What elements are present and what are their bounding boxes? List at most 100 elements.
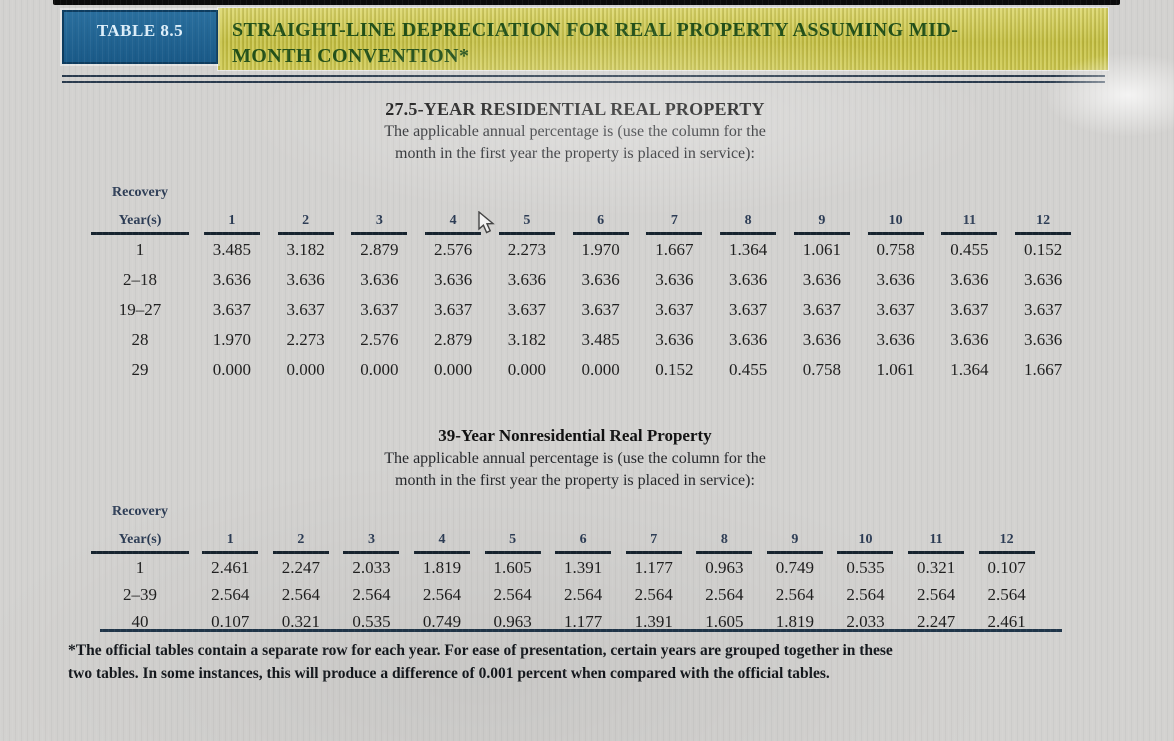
month-column-header: 5 [477, 520, 548, 554]
percentage-cell: 3.636 [286, 270, 325, 289]
percentage-cell: 3.485 [581, 330, 620, 349]
table-row: 2–18 3.636 3.636 3.636 3.636 3.636 3.636 3.636 3… [85, 265, 1080, 295]
percentage-cell: 0.758 [876, 240, 915, 259]
month-column-header: 3 [343, 201, 417, 235]
percentage-cell: 0.535 [846, 557, 885, 577]
month-column-header: 8 [711, 201, 785, 235]
month-column-header: 7 [618, 520, 689, 554]
footnote: *The official tables contain a separate … [68, 639, 1073, 685]
month-column-header-text: 4 [425, 213, 482, 235]
percentage-cell: 3.636 [876, 270, 915, 289]
table-row: 1 3.485 3.182 2.879 2.576 2.273 1.970 1.667 1.36… [85, 235, 1080, 265]
year-range-label: 29 [131, 360, 149, 379]
percentage-cell: 3.636 [950, 330, 989, 349]
percentage-cell: 1.391 [564, 557, 603, 577]
percentage-cell: 3.636 [1024, 330, 1063, 349]
percentage-cell: 3.636 [507, 270, 546, 289]
percentage-cell: 0.000 [434, 360, 473, 379]
percentage-cell: 3.636 [360, 270, 399, 289]
nonresidential-table-wrap: Recovery Year(s) 1 2 3 4 5 6 7 8 9 10 11 12 1 2.461 2.24… [85, 500, 1042, 635]
percentage-cell: 3.637 [212, 300, 251, 319]
table-number-label: TABLE 8.5 [62, 10, 218, 64]
residential-table-title: 27.5-YEAR RESIDENTIAL REAL PROPERTY [385, 99, 765, 119]
percentage-cell: 0.963 [705, 557, 744, 577]
percentage-cell: 3.485 [212, 240, 251, 259]
month-column-header-text: 7 [646, 213, 703, 235]
month-column-header: 2 [266, 520, 337, 554]
table-row: 19–27 3.637 3.637 3.637 3.637 3.637 3.637 3.637… [85, 295, 1080, 325]
table-row: 2–39 2.564 2.564 2.564 2.564 2.564 2.564 2.564 2… [85, 581, 1042, 608]
month-column-header-text: 7 [625, 532, 682, 554]
photo-top-edge [53, 0, 1120, 5]
month-column-header: 6 [548, 520, 619, 554]
percentage-cell: 2.461 [211, 557, 250, 577]
percentage-cell: 1.970 [212, 330, 251, 349]
percentage-cell: 1.667 [1024, 360, 1063, 379]
percentage-cell: 3.637 [1024, 300, 1063, 319]
percentage-cell: 0.107 [987, 557, 1026, 577]
percentage-cell: 3.637 [286, 300, 325, 319]
percentage-cell: 2.564 [564, 584, 603, 604]
nonresidential-subtitle-line2: month in the first year the property is … [395, 472, 755, 489]
header-spacer [548, 500, 619, 520]
percentage-cell: 3.637 [876, 300, 915, 319]
header-spacer [689, 500, 760, 520]
residential-table-wrap: Recovery Year(s) 1 2 3 4 5 6 7 8 9 10 11 12 1 3.485 3.18… [85, 181, 1080, 385]
percentage-cell: 1.364 [729, 240, 768, 259]
header-spacer [564, 181, 638, 201]
percentage-cell: 0.152 [655, 360, 694, 379]
year-range-label: 28 [131, 330, 149, 349]
percentage-cell: 0.152 [1024, 240, 1063, 259]
percentage-cell: 0.000 [212, 360, 251, 379]
month-column-header-text: 10 [837, 532, 894, 554]
nonresidential-table-section: 39-Year Nonresidential Real Property The… [60, 424, 1090, 635]
header-spacer [336, 500, 407, 520]
month-column-header: 3 [336, 520, 407, 554]
header-spacer [266, 500, 337, 520]
month-column-header: 9 [760, 520, 831, 554]
percentage-cell: 3.637 [802, 300, 841, 319]
month-column-header: 7 [638, 201, 712, 235]
percentage-cell: 3.636 [655, 270, 694, 289]
percentage-cell: 0.000 [581, 360, 620, 379]
percentage-cell: 2.564 [422, 584, 462, 604]
percentage-cell: 1.177 [634, 557, 673, 577]
percentage-cell: 2.564 [846, 584, 885, 604]
percentage-cell: 1.819 [422, 557, 462, 577]
percentage-cell: 2.564 [916, 584, 956, 604]
year-range-label: 2–39 [123, 584, 157, 604]
percentage-cell: 3.636 [434, 270, 473, 289]
header-spacer [477, 500, 548, 520]
percentage-cell: 3.636 [729, 270, 768, 289]
header-spacer [1006, 181, 1080, 201]
percentage-cell: 2.564 [493, 584, 532, 604]
month-column-header-text: 11 [941, 213, 998, 235]
month-column-header-text: 8 [696, 532, 753, 554]
banner-title-line2: MONTH CONVENTION* [232, 45, 470, 67]
month-column-header: 5 [490, 201, 564, 235]
banner-title-line1: STRAIGHT-LINE DEPRECIATION FOR REAL PROP… [232, 19, 959, 41]
header-spacer [859, 181, 933, 201]
header-spacer [618, 500, 689, 520]
header-spacer [971, 500, 1042, 520]
percentage-cell: 2.576 [360, 330, 399, 349]
header-spacer [407, 500, 478, 520]
year-range-label: 1 [135, 557, 145, 577]
header-spacer [933, 181, 1007, 201]
header-spacer [760, 500, 831, 520]
percentage-cell: 3.637 [434, 300, 473, 319]
month-column-header: 4 [407, 520, 478, 554]
percentage-cell: 1.364 [950, 360, 989, 379]
month-column-header: 9 [785, 201, 859, 235]
percentage-cell: 0.455 [729, 360, 768, 379]
percentage-cell: 2.564 [211, 584, 250, 604]
header-spacer [195, 181, 269, 201]
percentage-cell: 1.061 [876, 360, 915, 379]
nonresidential-depreciation-table: Recovery Year(s) 1 2 3 4 5 6 7 8 9 10 11 12 1 2.461 2.24… [85, 500, 1042, 635]
percentage-cell: 2.247 [281, 557, 320, 577]
percentage-cell: 1.605 [493, 557, 532, 577]
percentage-cell: 0.000 [360, 360, 399, 379]
month-column-header: 10 [830, 520, 901, 554]
month-column-header-text: 1 [203, 213, 260, 235]
month-column-header-text: 2 [277, 213, 334, 235]
